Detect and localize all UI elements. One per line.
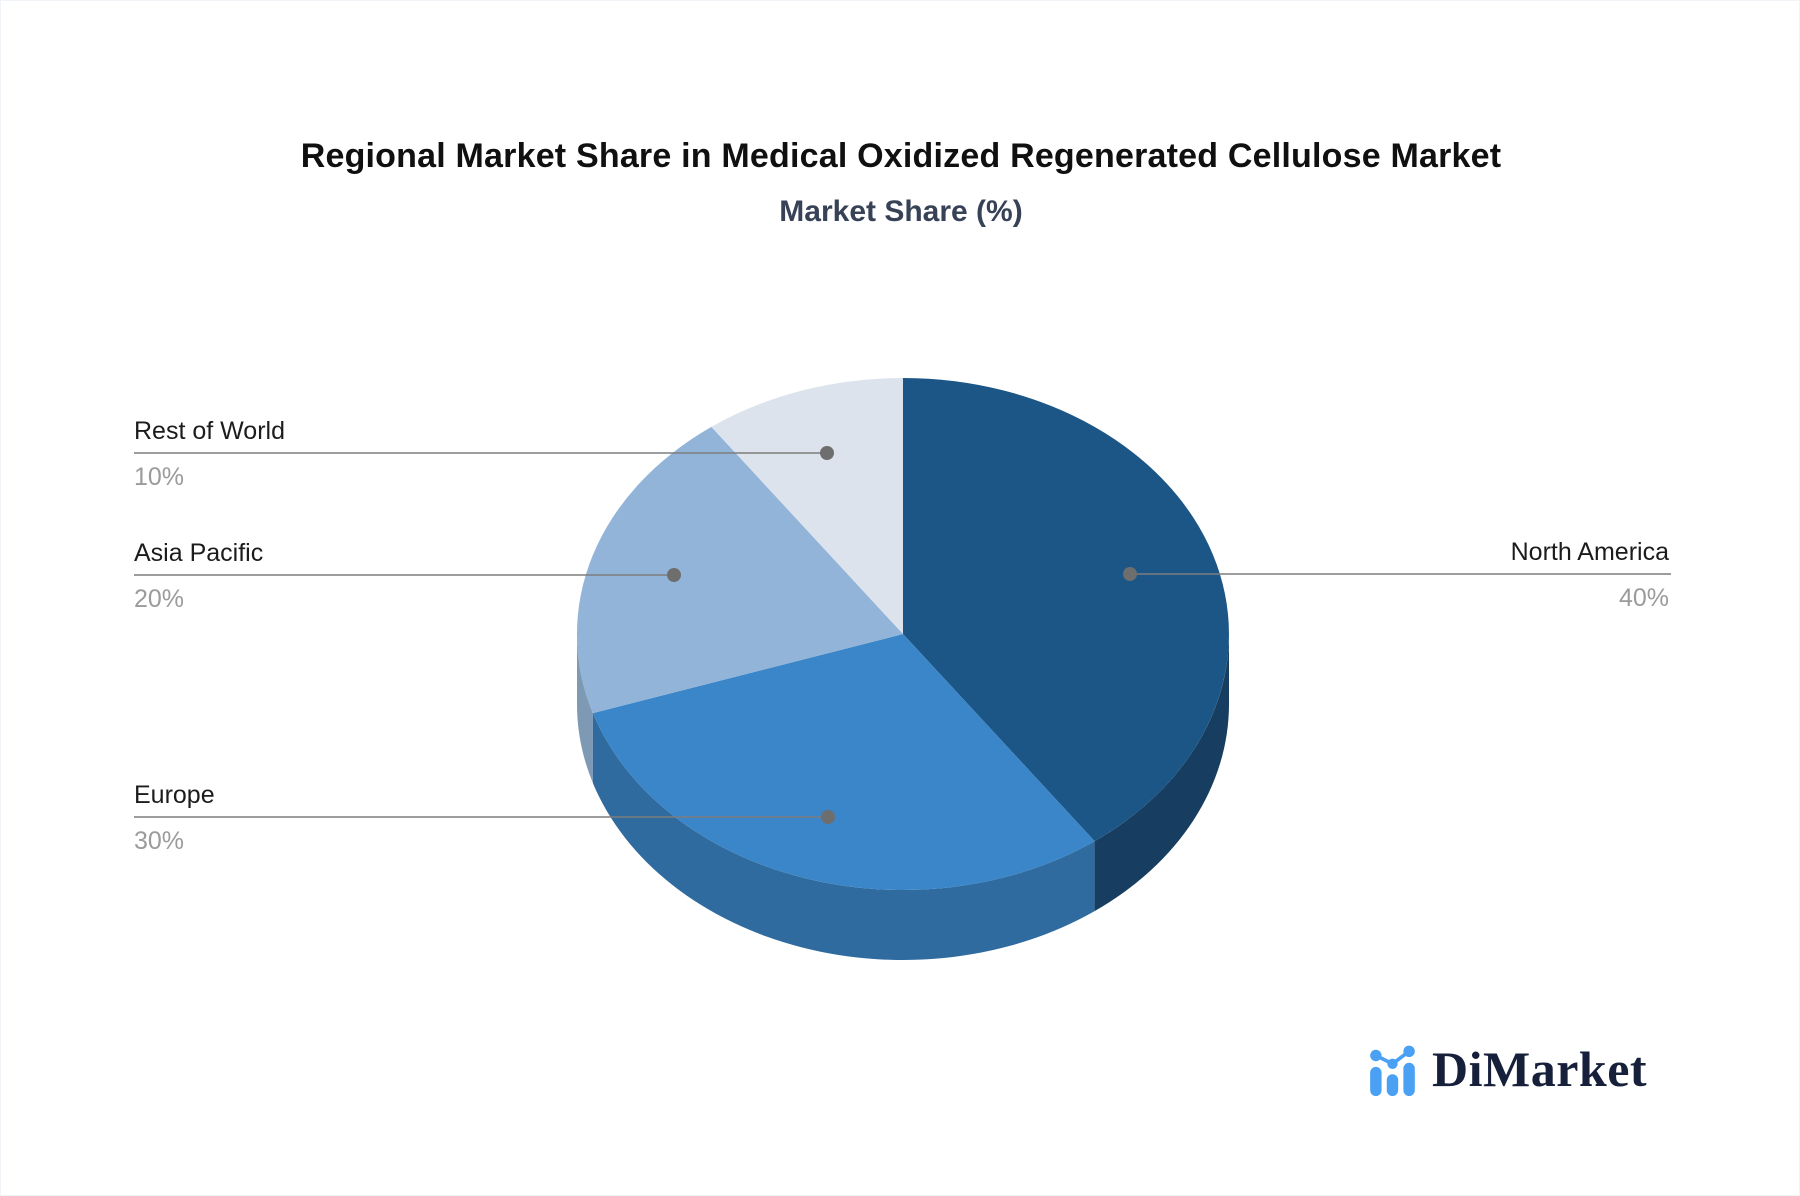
pie-side-asia-pacific [576,634,593,784]
slice-value-north-america: 40% [1618,584,1669,612]
pie-slice-asia-pacific[interactable] [576,426,903,714]
pie-slice-rest-of-world[interactable] [711,378,903,634]
slice-label-europe: Europe [134,781,215,809]
slice-label-north-america: North America [1510,538,1669,566]
leader-dot-europe [821,810,835,824]
slice-label-rest-of-world: Rest of World [134,417,285,445]
pie-slice-north-america[interactable] [903,378,1229,842]
bar-chart-logo-icon [1370,1045,1415,1096]
slice-value-rest-of-world: 10% [134,463,185,491]
leader-dot-rest-of-world [820,446,834,460]
chart-title: Regional Market Share in Medical Oxidize… [300,137,1502,175]
slice-value-europe: 30% [134,827,185,855]
leader-lines [134,452,1671,818]
chart-subtitle: Market Share (%) [779,195,1023,228]
brand-name: DiMarket [1432,1041,1648,1097]
leader-dot-north-america [1123,567,1137,581]
pie-side-europe [592,713,1095,961]
pie-side-north-america [1094,634,1229,912]
slice-label-asia-pacific: Asia Pacific [134,539,264,567]
brand-logo: DiMarket [1368,1039,1647,1099]
slice-value-asia-pacific: 20% [134,585,185,613]
leader-dot-asia-pacific [667,568,681,582]
pie-slice-europe[interactable] [592,634,1095,891]
leader-dots [667,446,1137,824]
